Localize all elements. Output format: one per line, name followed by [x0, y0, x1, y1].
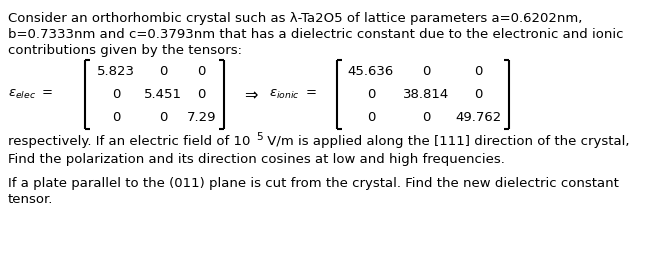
Text: 7.29: 7.29	[187, 111, 216, 124]
Text: 0: 0	[112, 111, 120, 124]
Text: 45.636: 45.636	[348, 65, 394, 78]
Text: $\Rightarrow$: $\Rightarrow$	[241, 87, 259, 102]
Text: 38.814: 38.814	[403, 88, 449, 101]
Text: b=0.7333nm and c=0.3793nm that has a dielectric constant due to the electronic a: b=0.7333nm and c=0.3793nm that has a die…	[8, 28, 624, 41]
Text: 5: 5	[256, 132, 263, 142]
Text: 0: 0	[474, 65, 482, 78]
Text: 0: 0	[422, 65, 430, 78]
Text: $\epsilon_{ionic}$ $=$: $\epsilon_{ionic}$ $=$	[269, 88, 317, 101]
Text: V/m is applied along the [111] direction of the crystal,: V/m is applied along the [111] direction…	[263, 135, 630, 148]
Text: If a plate parallel to the (011) plane is cut from the crystal. Find the new die: If a plate parallel to the (011) plane i…	[8, 177, 619, 190]
Text: 0: 0	[197, 65, 206, 78]
Text: 5.451: 5.451	[144, 88, 182, 101]
Text: 0: 0	[159, 65, 167, 78]
Text: respectively. If an electric field of 10: respectively. If an electric field of 10	[8, 135, 250, 148]
Text: 0: 0	[367, 111, 375, 124]
Text: $\epsilon_{elec}$ $=$: $\epsilon_{elec}$ $=$	[8, 88, 53, 101]
Text: 5.823: 5.823	[97, 65, 135, 78]
Text: Consider an orthorhombic crystal such as λ-Ta2O5 of lattice parameters a=0.6202n: Consider an orthorhombic crystal such as…	[8, 12, 582, 25]
Text: 0: 0	[474, 88, 482, 101]
Text: Find the polarization and its direction cosines at low and high frequencies.: Find the polarization and its direction …	[8, 153, 505, 166]
Text: 0: 0	[197, 88, 206, 101]
Text: 0: 0	[159, 111, 167, 124]
Text: 0: 0	[422, 111, 430, 124]
Text: 0: 0	[367, 88, 375, 101]
Text: tensor.: tensor.	[8, 193, 53, 206]
Text: 49.762: 49.762	[455, 111, 501, 124]
Text: contributions given by the tensors:: contributions given by the tensors:	[8, 44, 242, 57]
Text: 0: 0	[112, 88, 120, 101]
